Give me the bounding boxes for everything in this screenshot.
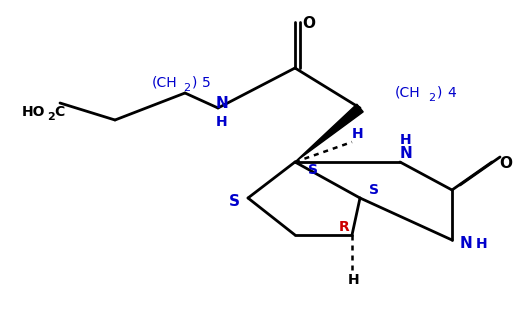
Text: HO: HO — [22, 105, 46, 119]
Text: 4: 4 — [447, 86, 456, 100]
Text: S: S — [369, 183, 379, 197]
Text: H: H — [216, 115, 228, 129]
Text: C: C — [54, 105, 64, 119]
Text: O: O — [500, 157, 512, 171]
Text: (CH: (CH — [152, 76, 178, 90]
Text: O: O — [303, 16, 315, 32]
Text: R: R — [339, 220, 349, 234]
Text: S: S — [228, 194, 239, 209]
Text: 5: 5 — [202, 76, 211, 90]
Text: 2: 2 — [183, 83, 190, 93]
Text: 2: 2 — [428, 93, 435, 103]
Text: H: H — [400, 133, 412, 147]
Text: N: N — [400, 146, 413, 162]
Text: 2: 2 — [47, 112, 55, 122]
Text: N: N — [216, 96, 228, 112]
Polygon shape — [295, 104, 363, 162]
Text: ): ) — [192, 76, 198, 90]
Text: S: S — [308, 163, 318, 177]
Text: (CH: (CH — [395, 86, 421, 100]
Text: H: H — [476, 237, 488, 251]
Text: H: H — [352, 127, 364, 141]
Text: ): ) — [437, 86, 442, 100]
Text: N: N — [460, 237, 473, 251]
Text: H: H — [348, 273, 360, 287]
